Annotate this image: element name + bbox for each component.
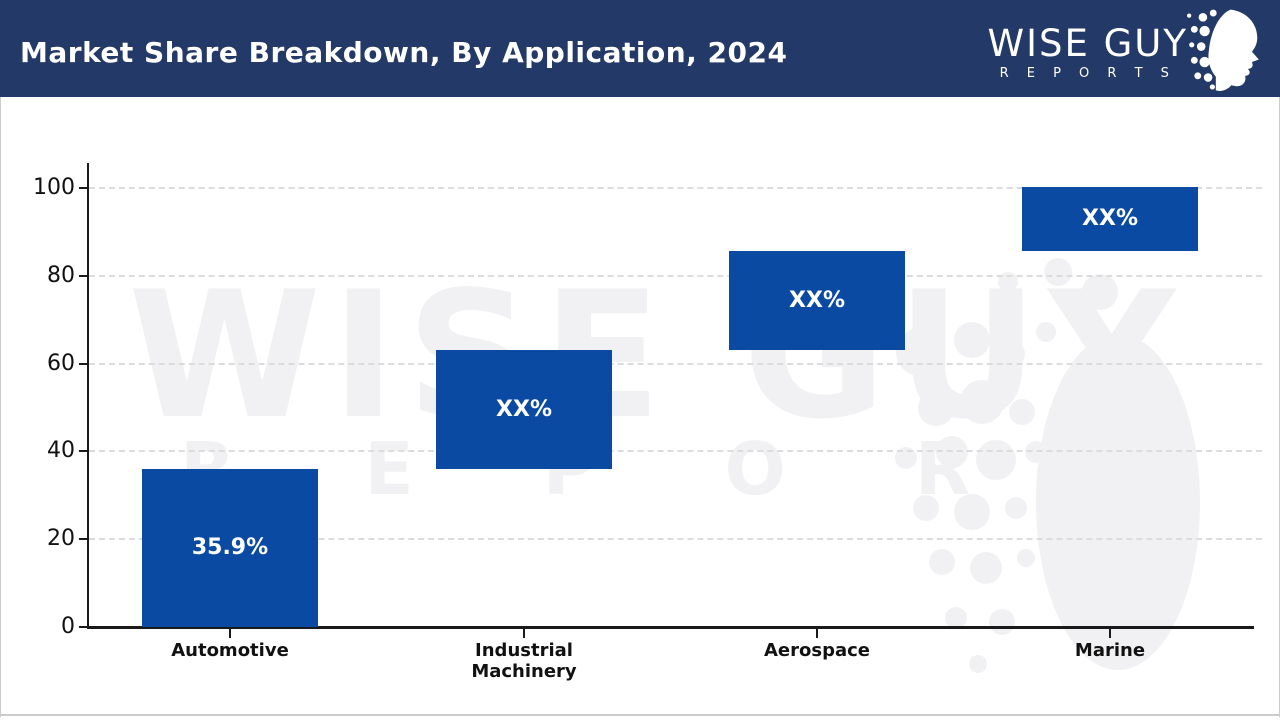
chart-area: WISE GUY R E P O R T S 0 20 40 60 80 100 35.9%… — [0, 97, 1280, 720]
y-tick-80 — [79, 274, 88, 277]
logo-text: WISE GUY R E P O R T S — [987, 22, 1188, 82]
bar-marine — [1022, 186, 1198, 252]
y-tick-label-80: 80 — [47, 262, 75, 288]
bar-value-label: XX% — [789, 287, 845, 313]
bar-automotive — [142, 469, 318, 627]
x-tick-1 — [523, 629, 525, 638]
x-tick-3 — [1109, 629, 1111, 638]
bar-aerospace — [729, 251, 905, 350]
y-tick-label-0: 0 — [61, 614, 75, 639]
watermark-head-dots — [895, 258, 1200, 673]
category-label-2: Aerospace — [763, 640, 870, 661]
y-tick-label-60: 60 — [47, 350, 75, 376]
page-border-left — [0, 97, 1, 717]
category-label-0: Automotive — [171, 640, 289, 661]
gridline-80 — [89, 274, 1262, 277]
bar-value-label: 35.9% — [191, 535, 269, 561]
bar-industrial-machinery — [436, 349, 612, 470]
x-tick-0 — [229, 629, 231, 638]
y-tick-100 — [79, 187, 88, 189]
y-tick-label-20: 20 — [47, 526, 75, 552]
logo-head-profile-icon — [1187, 9, 1259, 91]
y-tick-0 — [79, 626, 88, 628]
x-tick-2 — [816, 629, 818, 638]
gridline-40 — [89, 450, 1262, 453]
header: Market Share Breakdown, By Application, … — [0, 0, 1280, 97]
gridline-100 — [89, 187, 1262, 189]
bar-value-label: XX% — [1082, 205, 1138, 231]
page-border-bottom — [0, 714, 1280, 716]
gridline-20 — [89, 538, 1262, 541]
y-tick-20 — [79, 538, 88, 541]
x-axis-spine — [87, 626, 1254, 629]
logo-subtitle: R E P O R T S — [999, 66, 1176, 81]
y-axis-spine — [87, 163, 89, 628]
y-tick-60 — [79, 362, 88, 365]
bar-value-label: XX% — [496, 396, 552, 422]
wise-guy-reports-logo: WISE GUY R E P O R T S — [988, 6, 1266, 94]
y-tick-40 — [79, 450, 88, 453]
gridline-60 — [89, 362, 1262, 365]
logo-wordmark: WISE GUY — [987, 22, 1188, 65]
page-title: Market Share Breakdown, By Application, … — [20, 36, 788, 69]
category-label-3: Marine — [1074, 640, 1146, 661]
y-tick-label-40: 40 — [47, 438, 75, 464]
category-label-1: Industrial Machinery — [471, 640, 577, 682]
y-tick-label-100: 100 — [33, 175, 75, 200]
